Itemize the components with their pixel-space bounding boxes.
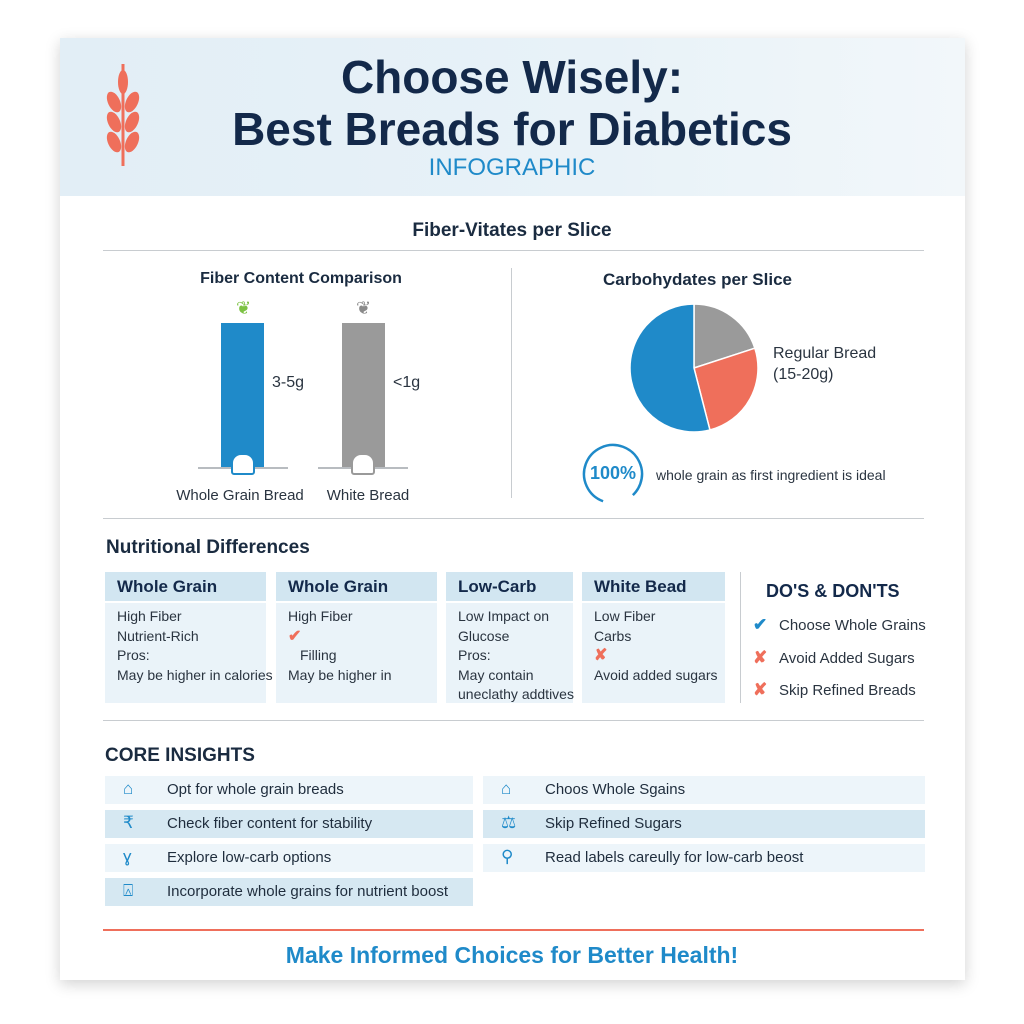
insight-item: ⚖ Skip Refined Sugars: [483, 810, 925, 838]
nutrition-line: Pros:: [458, 647, 491, 663]
pie-legend-label: Regular Bread: [773, 345, 877, 362]
nutrition-line: Carbs: [594, 627, 632, 644]
nutrition-column-header: White Bead: [582, 572, 725, 601]
nutrition-line: High Fiber: [288, 608, 353, 624]
subtitle: INFOGRAPHIC: [428, 154, 596, 181]
wheat-icon: [106, 64, 140, 166]
nutrition-line: Low Impact on: [458, 608, 550, 624]
stat-text: whole grain as first ingredient is ideal: [656, 467, 886, 483]
footer-tagline: Make Informed Choices for Better Health!: [285, 942, 739, 968]
x-icon: ✘: [753, 647, 768, 667]
core-insights-title: CORE INSIGHTS: [105, 745, 255, 766]
fiber-icon: ₹: [123, 813, 134, 832]
vertical-divider: [740, 572, 741, 703]
nutrition-column-body: Low Fiber Carbs ✘ Avoid added sugars: [582, 603, 725, 703]
check-icon: ✔: [288, 627, 302, 645]
insight-text: Check fiber content for stability: [167, 815, 373, 832]
insight-text: Incorporate whole grains for nutrient bo…: [167, 883, 448, 900]
nutrition-line: High Fiber: [117, 608, 182, 624]
insight-text: Read labels careully for low-carb beost: [545, 849, 804, 866]
x-icon: ✘: [594, 647, 608, 664]
category-label: White Bread: [326, 487, 410, 504]
pie-slice-0: [693, 303, 756, 370]
stat-value: 100%: [589, 463, 637, 483]
nutrition-column-body: High Fiber ✔ Filling May be higher in: [276, 603, 437, 703]
nutrition-line: Filling: [300, 647, 337, 663]
nutrition-line: uneclathy addtives: [458, 686, 574, 702]
insight-text: Skip Refined Sugars: [545, 815, 682, 832]
dos-donts-item: Skip Refined Breads: [779, 682, 916, 699]
nutrition-line: Avoid added sugars: [594, 666, 718, 683]
header-banner: [60, 38, 965, 196]
insight-item: ⌂ Choos Whole Sgains: [483, 776, 925, 804]
pie-slice-2: [629, 303, 711, 433]
pie-legend-value: (15-20g): [773, 366, 834, 383]
section-title: Fiber-Vitates per Slice: [412, 220, 612, 241]
insight-item: ⚲ Read labels careully for low-carb beost: [483, 844, 925, 872]
x-icon: ✘: [753, 680, 768, 699]
insight-item: ⍓ Incorporate whole grains for nutrient b…: [105, 878, 473, 906]
leaf-icon: ❦: [356, 298, 372, 318]
nutrition-line: Pros:: [117, 647, 150, 663]
nutrition-line: May be higher in calories: [117, 666, 273, 683]
value-label: <1g: [393, 374, 421, 391]
progress-ring: [582, 443, 644, 505]
jar-icon: ⍓: [123, 881, 134, 900]
insight-item: ⌂ Opt for whole grain breads: [105, 776, 473, 804]
vertical-divider: [511, 268, 512, 498]
check-icon: ✔: [753, 615, 768, 634]
bar-white-bread: [342, 323, 385, 468]
nutrition-column-body: High Fiber Nutrient-Rich Pros: May be highe…: [105, 603, 273, 703]
pie-slice-1: [693, 347, 759, 431]
carb-chart-title: Carbohydates per Slice: [603, 270, 792, 289]
scale-icon: ⚖: [501, 813, 517, 832]
bar-whole-grain: [221, 323, 264, 468]
nutritional-title: Nutritional Differences: [106, 537, 310, 558]
nutrition-column-header: Whole Grain: [105, 572, 266, 601]
bread-icon: [231, 453, 255, 475]
nutrition-column-header: Low-Carb: [446, 572, 573, 601]
insight-item: ₹ Check fiber content for stability: [105, 810, 473, 838]
insight-item: ɣ Explore low-carb options: [105, 844, 473, 872]
title-line-1: Choose Wisely:: [340, 51, 684, 103]
magnifier-icon: ⚲: [501, 847, 514, 866]
divider: [103, 250, 924, 251]
nutrition-column-body: Low Impact on Glucose Pros: May contain unec…: [446, 603, 574, 703]
insight-text: Choos Whole Sgains: [545, 781, 686, 798]
insight-text: Opt for whole grain breads: [167, 781, 344, 798]
bread-icon: ⌂: [501, 779, 512, 798]
nutrition-line: May be higher in: [288, 666, 392, 683]
value-label: 3-5g: [272, 374, 305, 391]
nutrition-line: Glucose: [458, 627, 510, 644]
bread-icon: [351, 453, 375, 475]
fiber-chart-title: Fiber Content Comparison: [200, 270, 402, 287]
dos-donts-item: Choose Whole Grains: [779, 617, 926, 634]
title-line-2: Best Breads for Diabetics: [232, 103, 792, 155]
carb-pie-chart: [629, 303, 759, 433]
category-label: Whole Grain Bread: [176, 487, 304, 504]
divider: [103, 518, 924, 519]
footer-divider: [103, 929, 924, 931]
insight-text: Explore low-carb options: [167, 849, 332, 866]
nutrition-line: May contain: [458, 666, 534, 683]
nutrition-line: Low Fiber: [594, 608, 656, 624]
nutrition-line: Nutrient-Rich: [117, 627, 199, 644]
bread-icon: ⌂: [123, 779, 134, 798]
dos-donts-item: Avoid Added Sugars: [779, 649, 915, 667]
leaf-icon: ❦: [236, 298, 252, 318]
wheat-icon: ɣ: [123, 847, 132, 866]
divider: [103, 720, 924, 721]
nutrition-column-header: Whole Grain: [276, 572, 437, 601]
dos-donts-title: DO'S & DON'TS: [766, 581, 900, 601]
